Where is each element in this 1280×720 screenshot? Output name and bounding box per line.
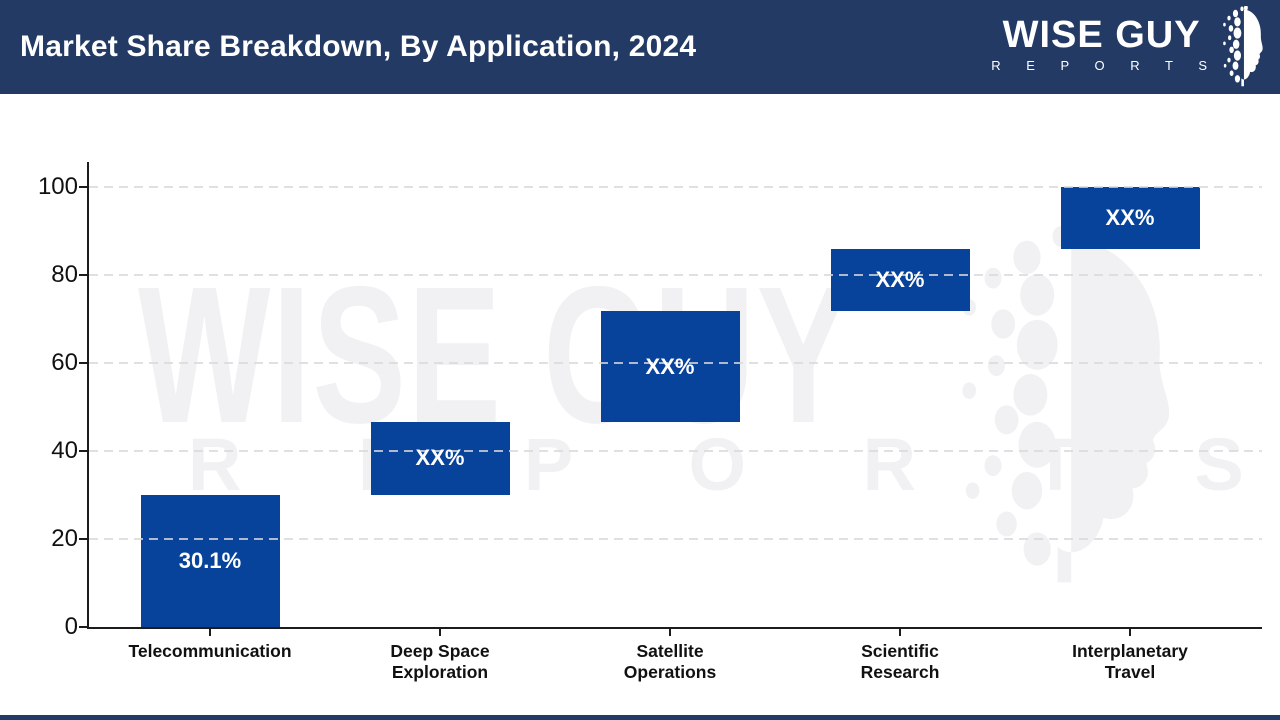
bar-satellite-operations [600,311,740,423]
bar-value-label: XX% [645,353,695,379]
bar-scientific-research [830,249,970,312]
watermark-subtext: R E P O R T S [188,423,1280,506]
y-tickmark-0 [79,626,87,628]
x-category-label: Telecommunication [128,641,292,661]
x-tickmark-2 [669,629,671,636]
x-tickmark-1 [439,629,441,636]
x-category-label: Deep Space Exploration [390,641,490,682]
logo-wordmark: WISE GUY [1002,14,1201,56]
y-tick-label-0: 0 [64,613,78,640]
footer-bar [0,715,1280,720]
y-tickmark-40 [79,450,87,452]
y-axis-spine [87,162,89,629]
y-tick-label-40: 40 [51,437,78,464]
gridline-60 [89,362,1262,364]
x-category-label: Satellite Operations [623,641,717,682]
logo-text: WISE GUY R E P O R T S [985,14,1218,74]
y-tickmark-100 [79,186,87,188]
chart-plot-area: WISE GUY R E P O R T S 0 20 40 60 80 100 30.1%… [0,94,1280,715]
chart-title: Market Share Breakdown, By Application, … [20,30,697,63]
y-tick-label-80: 80 [51,261,78,288]
gridline-20 [89,538,1262,540]
y-tick-label-60: 60 [51,349,78,376]
bar-deep-space-exploration [370,422,510,495]
bar-telecommunication [140,494,280,627]
bar-value-label: XX% [875,267,925,293]
bar-value-label: XX% [415,445,465,471]
x-tickmark-4 [1129,629,1131,636]
gridline-40 [89,450,1262,452]
y-tickmark-80 [79,274,87,276]
y-tickmark-20 [79,538,87,540]
x-category-label: Scientific Research [860,641,940,682]
x-category-label: Interplanetary Travel [1072,641,1188,682]
wiseguy-logo: WISE GUY R E P O R T S [991,4,1270,90]
logo-subtext: R E P O R T S [991,58,1218,73]
bar-value-label: XX% [1105,205,1155,231]
gridline-80 [89,274,1262,276]
x-tickmark-0 [209,629,211,636]
gridline-100 [89,186,1262,188]
y-tickmark-60 [79,362,87,364]
bar-value-label: 30.1% [178,547,242,573]
y-tick-label-100: 100 [37,173,78,200]
logo-head-icon [1216,5,1268,90]
header-bar: Market Share Breakdown, By Application, … [0,0,1280,94]
x-tickmark-3 [899,629,901,636]
y-tick-label-20: 20 [51,525,78,552]
x-axis-spine [87,627,1262,629]
